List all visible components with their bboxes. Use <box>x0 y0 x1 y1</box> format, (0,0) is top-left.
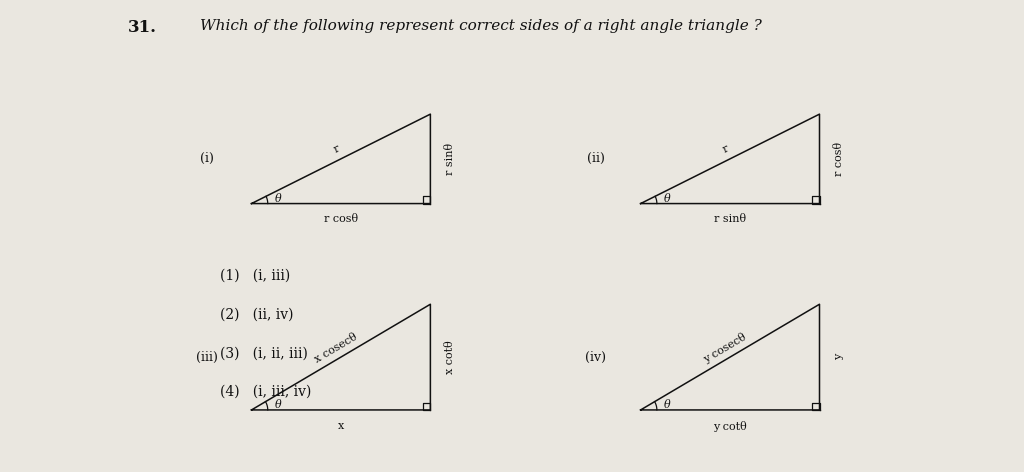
Text: y: y <box>835 354 844 360</box>
Text: (4)   (i, iii, iv): (4) (i, iii, iv) <box>220 385 311 399</box>
Text: (1)   (i, iii): (1) (i, iii) <box>220 269 291 283</box>
Text: (iv): (iv) <box>586 351 606 363</box>
Text: y cotθ: y cotθ <box>713 421 746 431</box>
Text: (i): (i) <box>200 152 214 165</box>
Text: r sinθ: r sinθ <box>714 214 746 224</box>
Text: r: r <box>721 143 730 155</box>
Text: (2)   (ii, iv): (2) (ii, iv) <box>220 308 294 322</box>
Text: (ii): (ii) <box>587 152 605 165</box>
Text: θ: θ <box>664 400 671 410</box>
Text: r cosθ: r cosθ <box>835 142 844 176</box>
Text: θ: θ <box>274 400 282 410</box>
Text: θ: θ <box>664 194 671 204</box>
Text: (iii): (iii) <box>196 351 218 363</box>
Text: (3)   (i, ii, iii): (3) (i, ii, iii) <box>220 346 308 361</box>
Text: x cotθ: x cotθ <box>445 340 455 374</box>
Text: θ: θ <box>274 194 282 204</box>
Text: r cosθ: r cosθ <box>324 214 358 224</box>
Text: Which of the following represent correct sides of a right angle triangle ?: Which of the following represent correct… <box>200 19 762 33</box>
Text: r: r <box>332 143 341 155</box>
Text: 31.: 31. <box>128 19 157 36</box>
Text: x: x <box>338 421 344 430</box>
Text: r sinθ: r sinθ <box>445 143 455 175</box>
Text: y cosecθ: y cosecθ <box>701 331 748 365</box>
Text: x cosecθ: x cosecθ <box>312 331 358 364</box>
